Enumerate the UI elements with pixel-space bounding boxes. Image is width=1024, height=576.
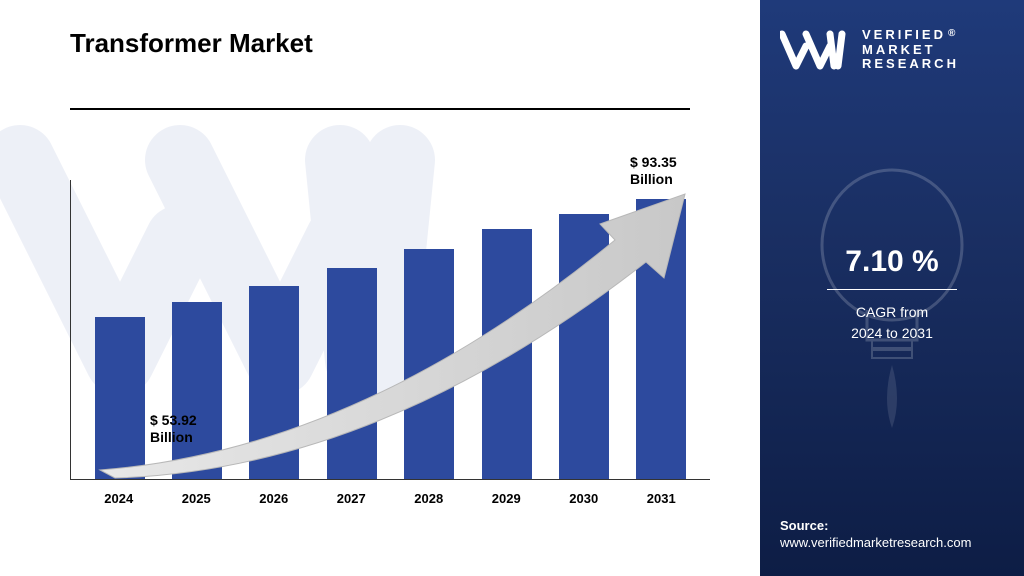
x-label: 2024 bbox=[89, 491, 149, 506]
brand-text: VERIFIED® MARKET RESEARCH bbox=[862, 28, 959, 72]
bar bbox=[559, 214, 609, 480]
chart-area: $ 53.92 Billion $ 93.35 Billion 2024 2025… bbox=[70, 150, 710, 510]
brand-line3: RESEARCH bbox=[862, 57, 959, 72]
source-label: Source: bbox=[780, 518, 971, 533]
cagr-divider bbox=[827, 289, 957, 290]
callout-end: $ 93.35 Billion bbox=[630, 154, 677, 188]
cagr-label2: 2024 to 2031 bbox=[851, 325, 933, 341]
brand-line2: MARKET bbox=[862, 43, 959, 58]
bar bbox=[482, 229, 532, 480]
title-underline bbox=[70, 108, 690, 110]
x-axis-labels: 2024 2025 2026 2027 2028 2029 2030 2031 bbox=[70, 491, 710, 506]
x-label: 2025 bbox=[166, 491, 226, 506]
bar-wrap bbox=[399, 249, 459, 479]
callout-start: $ 53.92 Billion bbox=[150, 412, 197, 446]
bar-wrap bbox=[477, 229, 537, 480]
callout-start-value: $ 53.92 bbox=[150, 412, 197, 428]
bar bbox=[249, 286, 299, 480]
cagr-label1: CAGR from bbox=[856, 304, 928, 320]
brand-logo-icon bbox=[780, 28, 852, 72]
bar-wrap bbox=[244, 286, 304, 480]
brand-line1: VERIFIED bbox=[862, 27, 946, 42]
info-panel: VERIFIED® MARKET RESEARCH 7.10 % CAGR fr… bbox=[760, 0, 1024, 576]
bar bbox=[404, 249, 454, 479]
bar bbox=[327, 268, 377, 480]
x-label: 2031 bbox=[631, 491, 691, 506]
x-label: 2026 bbox=[244, 491, 304, 506]
cagr-label: CAGR from 2024 to 2031 bbox=[760, 302, 1024, 344]
callout-start-unit: Billion bbox=[150, 429, 193, 445]
source-block: Source: www.verifiedmarketresearch.com bbox=[780, 518, 971, 550]
chart-panel: Transformer Market $ 53.92 Billion $ 93.… bbox=[0, 0, 760, 576]
bar bbox=[172, 302, 222, 479]
cagr-block: 7.10 % CAGR from 2024 to 2031 bbox=[760, 245, 1024, 344]
bar-wrap bbox=[90, 317, 150, 479]
x-label: 2029 bbox=[476, 491, 536, 506]
bar bbox=[95, 317, 145, 479]
bar bbox=[636, 199, 686, 479]
bar-wrap bbox=[554, 214, 614, 480]
x-label: 2028 bbox=[399, 491, 459, 506]
chart-title: Transformer Market bbox=[70, 28, 313, 59]
brand-reg: ® bbox=[948, 28, 958, 39]
cagr-value: 7.10 % bbox=[760, 245, 1024, 279]
bar-wrap bbox=[167, 302, 227, 479]
x-label: 2027 bbox=[321, 491, 381, 506]
brand-row: VERIFIED® MARKET RESEARCH bbox=[780, 28, 1004, 72]
bar-wrap bbox=[631, 199, 691, 479]
source-url: www.verifiedmarketresearch.com bbox=[780, 535, 971, 550]
callout-end-unit: Billion bbox=[630, 171, 673, 187]
x-label: 2030 bbox=[554, 491, 614, 506]
callout-end-value: $ 93.35 bbox=[630, 154, 677, 170]
bar-wrap bbox=[322, 268, 382, 480]
